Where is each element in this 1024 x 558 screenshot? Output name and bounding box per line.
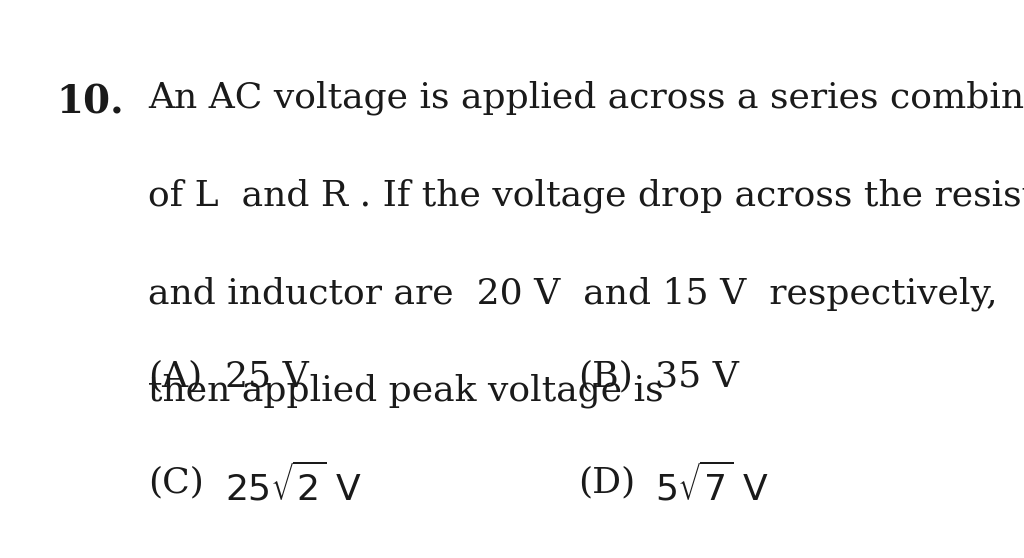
Text: $5\sqrt{7}\ \mathrm{V}$: $5\sqrt{7}\ \mathrm{V}$ — [655, 463, 770, 507]
Text: An AC voltage is applied across a series combination: An AC voltage is applied across a series… — [148, 81, 1024, 116]
Text: (B): (B) — [579, 360, 634, 394]
Text: (A): (A) — [148, 360, 203, 394]
Text: (C): (C) — [148, 466, 205, 500]
Text: 10.: 10. — [56, 84, 124, 122]
Text: of L  and R . If the voltage drop across the resistor: of L and R . If the voltage drop across … — [148, 179, 1024, 213]
Text: and inductor are  20 V  and 15 V  respectively,: and inductor are 20 V and 15 V respectiv… — [148, 276, 998, 311]
Text: 25 V: 25 V — [225, 360, 309, 394]
Text: 35 V: 35 V — [655, 360, 739, 394]
Text: then applied peak voltage is: then applied peak voltage is — [148, 374, 665, 408]
Text: $25\sqrt{2}\ \mathrm{V}$: $25\sqrt{2}\ \mathrm{V}$ — [225, 463, 362, 507]
Text: (D): (D) — [579, 466, 636, 500]
